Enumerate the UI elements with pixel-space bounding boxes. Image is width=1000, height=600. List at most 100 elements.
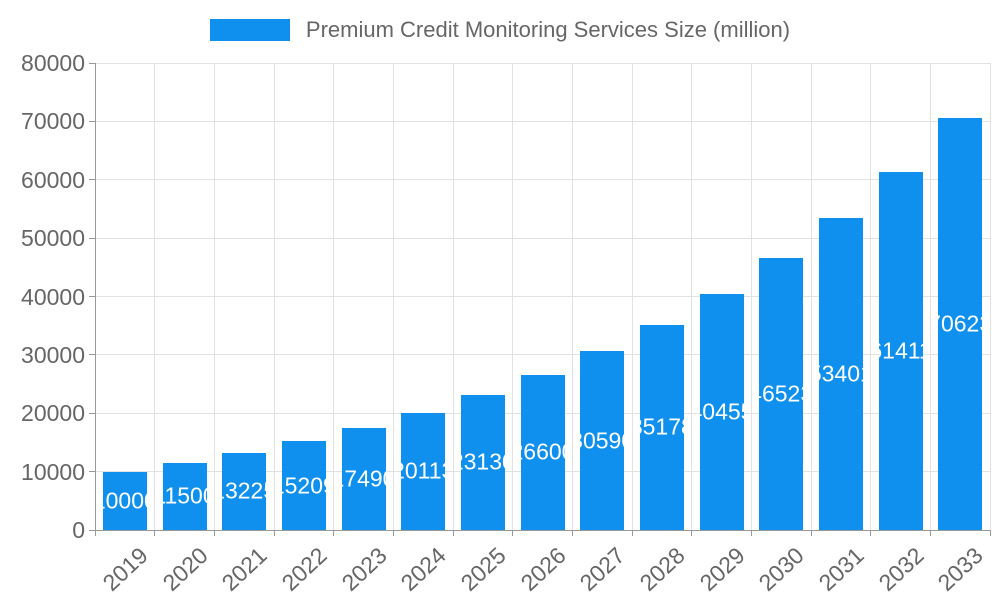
x-axis-tick [929, 530, 931, 536]
bar-value-label-2024: 20113 [401, 457, 445, 484]
gridline-horizontal [95, 179, 990, 181]
y-axis-tick [89, 296, 95, 297]
y-axis-tick [89, 237, 95, 239]
bar-value-label-2023: 17490 [342, 465, 386, 492]
y-axis-label-30000: 30000 [21, 341, 85, 368]
bar-2019[interactable]: 10000 [102, 471, 147, 530]
gridline-vertical [571, 63, 573, 530]
gridline-vertical [929, 63, 931, 530]
x-axis-tick [392, 530, 394, 536]
bar-2025[interactable]: 23130 [460, 394, 505, 530]
x-axis-tick [750, 530, 752, 536]
y-axis-tick [89, 62, 95, 64]
gridline-horizontal [95, 237, 990, 239]
x-axis-label-2030: 2030 [753, 542, 809, 596]
bar-value-label-2031: 53401 [819, 360, 863, 387]
y-axis-label-40000: 40000 [21, 283, 85, 310]
gridline-vertical [870, 63, 872, 530]
bar-value-label-2021: 13225 [222, 477, 266, 504]
gridline-vertical [154, 63, 156, 530]
x-axis-label-2028: 2028 [634, 542, 690, 596]
bar-value-label-2025: 23130 [461, 448, 505, 475]
x-axis-label-2021: 2021 [216, 542, 272, 596]
y-axis-tick [89, 179, 95, 181]
x-axis-label-2024: 2024 [395, 542, 451, 596]
y-axis-tick [89, 354, 95, 356]
gridline-horizontal [95, 354, 990, 356]
gridline-vertical [392, 63, 394, 530]
x-axis-line [95, 530, 990, 531]
x-axis-tick [989, 530, 991, 536]
bar-2031[interactable]: 53401 [818, 218, 863, 530]
gridline-vertical [989, 63, 991, 530]
x-axis-tick [213, 530, 215, 536]
gridline-vertical [452, 63, 454, 530]
gridline-horizontal [95, 120, 990, 122]
gridline-horizontal [95, 296, 990, 297]
bar-value-label-2030: 46523 [759, 380, 803, 407]
bar-value-label-2032: 61411 [879, 337, 923, 364]
bar-2033[interactable]: 70623 [938, 117, 983, 530]
x-axis-tick [333, 530, 335, 536]
bar-value-label-2026: 26600 [521, 438, 565, 465]
y-axis-label-70000: 70000 [21, 108, 85, 135]
x-axis-label-2023: 2023 [336, 542, 392, 596]
bar-value-label-2020: 11500 [163, 482, 207, 509]
bar-2026[interactable]: 26600 [520, 374, 565, 530]
bar-2028[interactable]: 35178 [639, 324, 684, 530]
bar-2027[interactable]: 30590 [580, 351, 625, 530]
x-axis-label-2032: 2032 [873, 542, 929, 596]
x-axis-label-2027: 2027 [574, 542, 630, 596]
x-axis-label-2033: 2033 [932, 542, 988, 596]
bar-2023[interactable]: 17490 [341, 427, 386, 530]
bar-value-label-2033: 70623 [938, 310, 982, 337]
x-axis-label-2031: 2031 [813, 542, 869, 596]
bar-2032[interactable]: 61411 [878, 171, 923, 530]
bar-2022[interactable]: 15209 [281, 441, 326, 530]
x-axis-label-2025: 2025 [455, 542, 511, 596]
y-axis-label-20000: 20000 [21, 400, 85, 427]
x-axis-tick [810, 530, 812, 536]
y-axis-label-60000: 60000 [21, 166, 85, 193]
chart-legend: Premium Credit Monitoring Services Size … [0, 17, 1000, 43]
gridline-vertical [333, 63, 335, 530]
x-axis-tick [691, 530, 693, 536]
gridline-vertical [750, 63, 752, 530]
gridline-horizontal [95, 62, 990, 64]
y-axis-tick [89, 471, 95, 473]
chart-title[interactable]: Premium Credit Monitoring Services Size … [305, 17, 791, 42]
bar-2024[interactable]: 20113 [401, 412, 446, 530]
y-axis-label-10000: 10000 [21, 458, 85, 485]
y-axis-tick [89, 120, 95, 122]
bar-value-label-2022: 15209 [282, 472, 326, 499]
y-axis-tick [89, 529, 95, 531]
bar-value-label-2027: 30590 [580, 427, 624, 454]
x-axis-label-2022: 2022 [276, 542, 332, 596]
y-axis-tick [89, 412, 95, 414]
bar-2029[interactable]: 40455 [699, 293, 744, 530]
gridline-vertical [810, 63, 812, 530]
legend-swatch-icon[interactable] [209, 19, 290, 41]
x-axis-tick [870, 530, 872, 536]
gridline-vertical [273, 63, 275, 530]
bar-2030[interactable]: 46523 [759, 258, 804, 530]
gridline-vertical [512, 63, 514, 530]
x-axis-tick [452, 530, 454, 536]
x-axis-label-2019: 2019 [97, 542, 153, 596]
x-axis-tick [571, 530, 573, 536]
bar-value-label-2029: 40455 [700, 398, 744, 425]
y-axis-label-0: 0 [72, 517, 85, 543]
bar-2021[interactable]: 13225 [222, 452, 267, 530]
y-axis-label-50000: 50000 [21, 225, 85, 252]
bar-2020[interactable]: 11500 [162, 462, 207, 530]
gridline-vertical [631, 63, 633, 530]
x-axis-tick [512, 530, 514, 536]
x-axis-label-2020: 2020 [157, 542, 213, 596]
x-axis-tick [154, 530, 156, 536]
gridline-vertical [213, 63, 215, 530]
x-axis-tick [631, 530, 633, 536]
bar-value-label-2019: 10000 [103, 487, 147, 514]
gridline-vertical [691, 63, 693, 530]
x-axis-tick [273, 530, 275, 536]
